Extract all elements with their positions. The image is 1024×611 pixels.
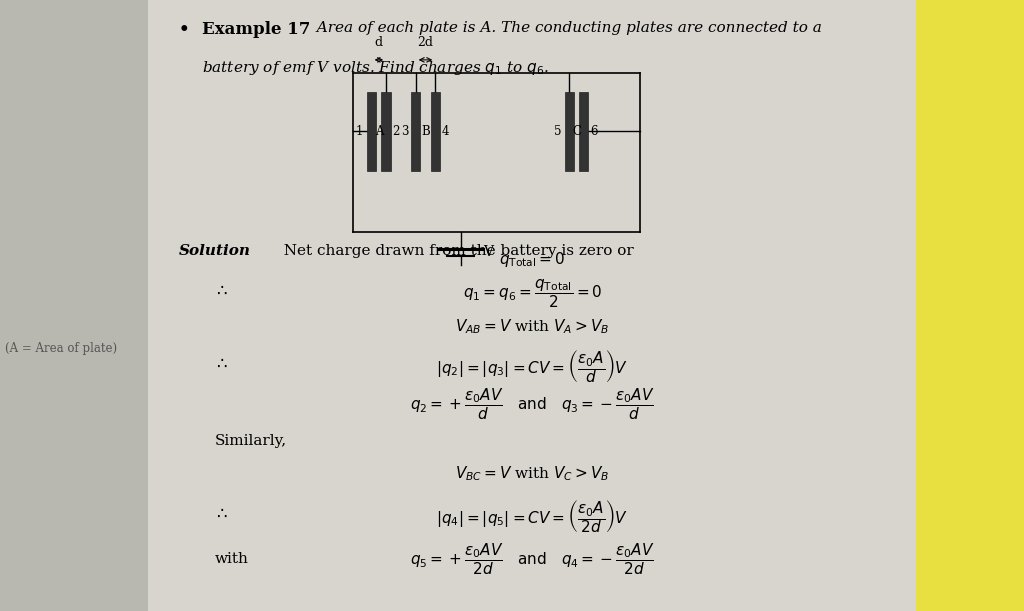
Text: 4: 4 bbox=[441, 125, 450, 138]
Text: A: A bbox=[375, 125, 383, 138]
Bar bbox=[916, 0, 1024, 611]
Bar bbox=[412, 92, 421, 171]
Text: d: d bbox=[375, 36, 383, 49]
Bar bbox=[148, 0, 916, 611]
Text: $q_5 = +\dfrac{\varepsilon_0 AV}{2d}\quad\text{and}\quad q_4 = -\dfrac{\varepsil: $q_5 = +\dfrac{\varepsilon_0 AV}{2d}\qua… bbox=[411, 541, 654, 577]
Text: Example 17: Example 17 bbox=[202, 21, 310, 38]
Text: V: V bbox=[483, 246, 494, 259]
Text: 1: 1 bbox=[355, 125, 364, 138]
Text: 3: 3 bbox=[400, 125, 409, 138]
Text: $|q_4| = |q_5| = CV = \left(\dfrac{\varepsilon_0 A}{2d}\right)V$: $|q_4| = |q_5| = CV = \left(\dfrac{\vare… bbox=[436, 498, 629, 535]
Text: with: with bbox=[215, 552, 249, 566]
Text: Net charge drawn from the battery is zero or: Net charge drawn from the battery is zer… bbox=[274, 244, 634, 258]
Bar bbox=[580, 92, 588, 171]
Text: $\therefore$: $\therefore$ bbox=[213, 505, 227, 522]
Text: $\therefore$: $\therefore$ bbox=[213, 282, 227, 299]
Text: 5: 5 bbox=[554, 125, 562, 138]
Text: 6: 6 bbox=[590, 125, 598, 138]
Text: $q_1 = q_6 = \dfrac{q_{\mathrm{Total}}}{2} = 0$: $q_1 = q_6 = \dfrac{q_{\mathrm{Total}}}{… bbox=[463, 277, 602, 310]
Text: C: C bbox=[572, 125, 581, 138]
Bar bbox=[565, 92, 574, 171]
Bar bbox=[367, 92, 377, 171]
Bar bbox=[381, 92, 391, 171]
Text: $q_{\mathrm{Total}} = 0$: $q_{\mathrm{Total}} = 0$ bbox=[500, 250, 565, 269]
Text: $V_{AB} = V$ with $V_A > V_B$: $V_{AB} = V$ with $V_A > V_B$ bbox=[456, 318, 609, 336]
Text: $V_{BC} = V$ with $V_C > V_B$: $V_{BC} = V$ with $V_C > V_B$ bbox=[456, 464, 609, 483]
Text: $q_2 = +\dfrac{\varepsilon_0 AV}{d}\quad\text{and}\quad q_3 = -\dfrac{\varepsilo: $q_2 = +\dfrac{\varepsilon_0 AV}{d}\quad… bbox=[411, 387, 654, 422]
Text: •: • bbox=[179, 21, 196, 38]
Text: B: B bbox=[421, 125, 430, 138]
Text: $\therefore$: $\therefore$ bbox=[213, 355, 227, 372]
Text: (A = Area of plate): (A = Area of plate) bbox=[5, 342, 117, 355]
Text: 2d: 2d bbox=[418, 36, 433, 49]
Text: Area of each plate is A. The conducting plates are connected to a: Area of each plate is A. The conducting … bbox=[307, 21, 822, 35]
Bar bbox=[430, 92, 440, 171]
Text: Similarly,: Similarly, bbox=[215, 434, 287, 448]
Text: Solution: Solution bbox=[179, 244, 251, 258]
Text: battery of emf V volts. Find charges $q_1$ to $q_6$.: battery of emf V volts. Find charges $q_… bbox=[202, 59, 549, 77]
Text: 2: 2 bbox=[392, 125, 400, 138]
Text: $|q_2| = |q_3| = CV = \left(\dfrac{\varepsilon_0 A}{d}\right)V$: $|q_2| = |q_3| = CV = \left(\dfrac{\vare… bbox=[436, 348, 629, 385]
